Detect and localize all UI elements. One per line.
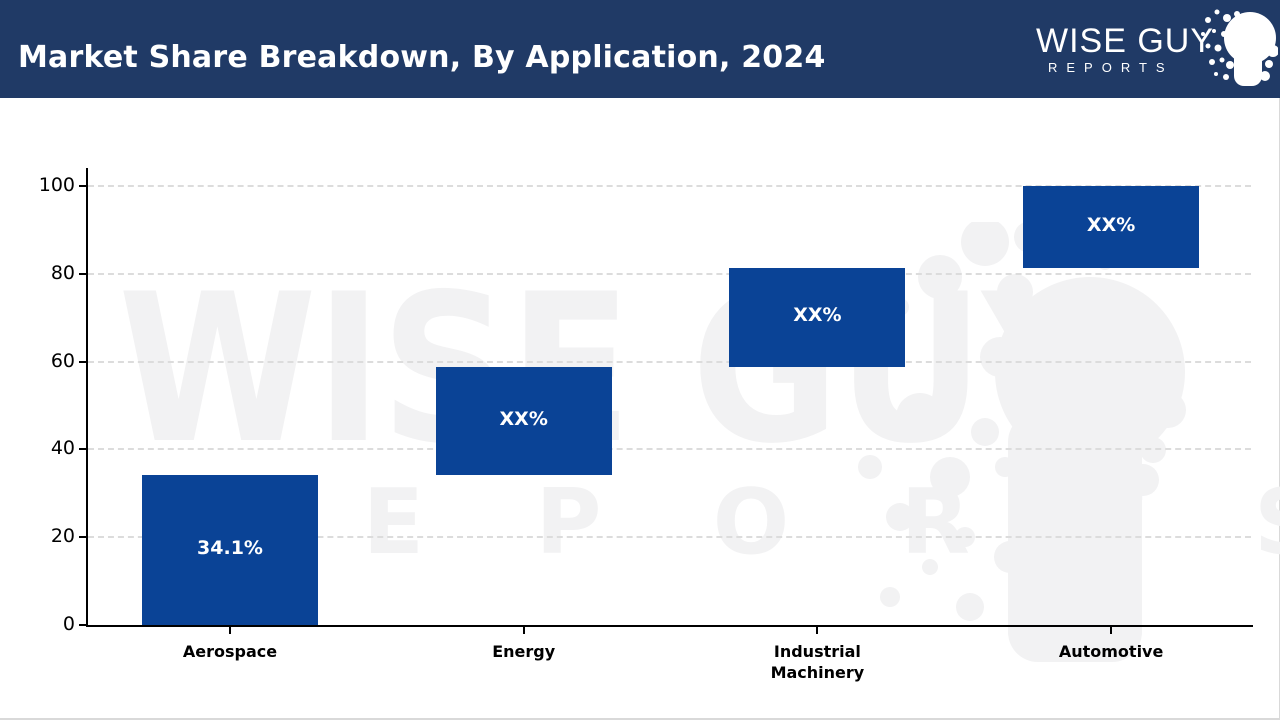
y-tick-label: 60 xyxy=(50,349,75,372)
x-tick-label: Energy xyxy=(492,642,556,661)
y-tick-label: 80 xyxy=(50,261,75,284)
y-tick-label: 20 xyxy=(50,525,75,548)
x-axis xyxy=(86,625,1253,627)
x-tick-mark xyxy=(522,627,525,634)
watermark-face-icon xyxy=(850,222,1186,662)
y-axis xyxy=(86,168,88,627)
gridline xyxy=(88,272,1251,275)
bar-segment xyxy=(1023,186,1200,269)
y-tick-label: 100 xyxy=(38,174,75,196)
bar-value-label: 34.1% xyxy=(197,537,263,560)
bar-value-label: XX% xyxy=(793,304,842,327)
y-tick-mark xyxy=(79,360,87,363)
x-tick-mark xyxy=(1110,627,1113,634)
y-tick-label: 40 xyxy=(50,437,75,460)
y-tick-mark xyxy=(79,448,87,451)
logo-face-icon xyxy=(1201,9,1278,86)
y-tick-mark xyxy=(79,272,87,275)
gridline xyxy=(88,360,1251,363)
logo-wordmark: WISE GUY xyxy=(1036,22,1215,60)
y-tick-mark xyxy=(79,624,87,626)
gridline xyxy=(88,536,1251,539)
watermark-wordmark: WISE GUY xyxy=(118,251,1113,489)
gridline xyxy=(88,185,1251,187)
x-tick-label: Aerospace xyxy=(182,642,278,661)
bar-segment xyxy=(729,268,906,367)
x-tick-label: Automotive xyxy=(1058,642,1164,661)
wiseguy-logo: WISE GUY REPORTS xyxy=(1028,0,1278,98)
chart-title: Market Share Breakdown, By Application, … xyxy=(18,40,826,75)
x-tick-label: Industrial Machinery xyxy=(770,642,865,682)
gridline xyxy=(88,448,1251,451)
bar-value-label: XX% xyxy=(499,408,548,431)
x-tick-mark xyxy=(229,627,231,634)
logo-subtext: REPORTS xyxy=(1048,60,1174,75)
bar-value-label: XX% xyxy=(1086,214,1136,237)
header-bar: Market Share Breakdown, By Application, … xyxy=(0,0,1280,98)
y-tick-label: 0 xyxy=(62,613,75,635)
bar-segment xyxy=(435,366,612,476)
y-tick-mark xyxy=(79,185,87,187)
bar-segment xyxy=(142,475,318,625)
y-tick-mark xyxy=(79,536,87,539)
x-tick-mark xyxy=(816,627,819,634)
